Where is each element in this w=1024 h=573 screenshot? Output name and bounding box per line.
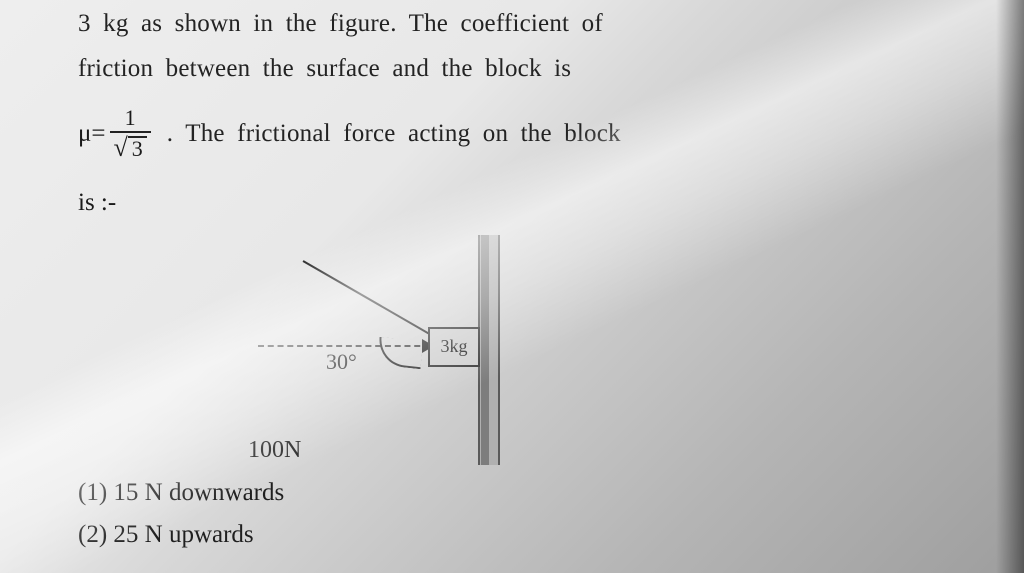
page-content: 3 kg as shown in the figure. The coeffic… — [78, 8, 938, 549]
mu-symbol: μ — [78, 120, 91, 148]
angle-label: 30° — [326, 349, 357, 375]
radicand: 3 — [128, 136, 147, 160]
question-line-3: μ = 1 √ 3 . The frictional force acting … — [78, 107, 938, 161]
force-magnitude-label: 100N — [248, 437, 301, 464]
square-root: √ 3 — [114, 136, 147, 160]
question-line-4: is :- — [78, 189, 938, 217]
equals-sign: = — [91, 120, 105, 148]
radical-symbol-icon: √ — [114, 138, 128, 159]
mu-equals-fraction: μ = 1 √ 3 — [78, 107, 155, 161]
angle-arc — [377, 336, 424, 368]
option-1: (1) 15 N downwards — [78, 479, 938, 507]
block-mass-label: 3kg — [441, 336, 468, 357]
answer-options: (1) 15 N downwards (2) 25 N upwards — [78, 479, 938, 549]
physics-figure: 30° 3kg 100N — [218, 235, 638, 465]
question-line-1: 3 kg as shown in the figure. The coeffic… — [78, 8, 938, 39]
page-right-edge-shadow — [996, 0, 1024, 573]
fraction: 1 √ 3 — [110, 107, 151, 161]
question-line-2: friction between the surface and the blo… — [78, 53, 938, 84]
option-2: (2) 25 N upwards — [78, 521, 938, 549]
block-box: 3kg — [428, 327, 480, 367]
wall-inner-stripe — [481, 235, 489, 465]
fraction-denominator: √ 3 — [110, 133, 151, 161]
fraction-numerator: 1 — [119, 107, 142, 131]
question-line-3-tail: . The frictional force acting on the blo… — [167, 118, 621, 149]
